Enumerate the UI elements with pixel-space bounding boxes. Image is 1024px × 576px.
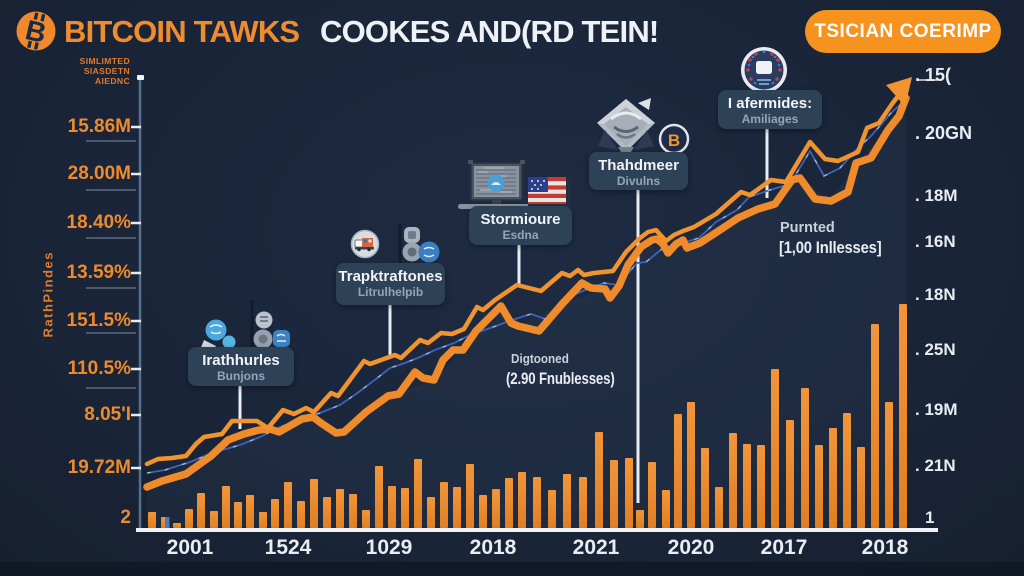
svg-text:B: B [668,131,680,150]
